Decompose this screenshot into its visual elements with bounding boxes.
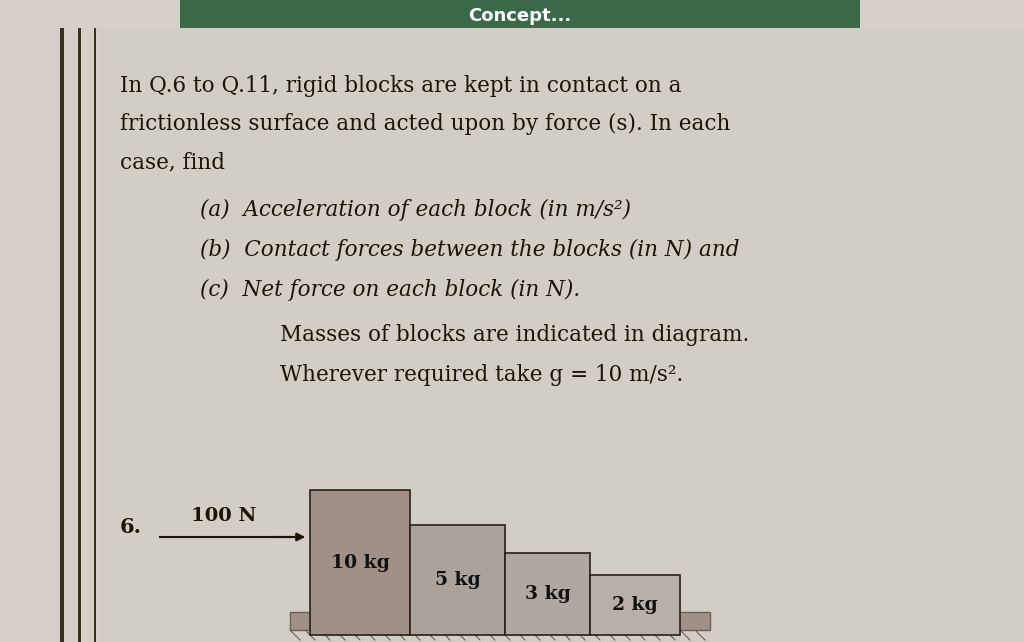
Bar xyxy=(505,553,590,635)
Text: 3 kg: 3 kg xyxy=(524,585,570,603)
Bar xyxy=(60,28,63,642)
Text: (c)  Net force on each block (in N).: (c) Net force on each block (in N). xyxy=(200,279,581,301)
Bar xyxy=(180,0,860,28)
Bar xyxy=(310,490,410,635)
Text: 5 kg: 5 kg xyxy=(434,571,480,589)
Text: Wherever required take g = 10 m/s².: Wherever required take g = 10 m/s². xyxy=(280,364,683,386)
Text: 6.: 6. xyxy=(120,517,142,537)
Bar xyxy=(290,612,710,630)
Text: Concept...: Concept... xyxy=(468,7,571,25)
Bar xyxy=(410,525,505,635)
Text: 100 N: 100 N xyxy=(191,507,257,525)
Text: (b)  Contact forces between the blocks (in N) and: (b) Contact forces between the blocks (i… xyxy=(200,239,739,261)
Text: frictionless surface and acted upon by force (s). In each: frictionless surface and acted upon by f… xyxy=(120,113,730,135)
Bar xyxy=(590,575,680,635)
Text: 10 kg: 10 kg xyxy=(331,553,389,571)
Text: 2 kg: 2 kg xyxy=(612,596,657,614)
Bar xyxy=(94,28,96,642)
Text: In Q.6 to Q.11, rigid blocks are kept in contact on a: In Q.6 to Q.11, rigid blocks are kept in… xyxy=(120,75,682,97)
Text: (a)  Acceleration of each block (in m/s²): (a) Acceleration of each block (in m/s²) xyxy=(200,199,631,221)
Text: case, find: case, find xyxy=(120,151,225,173)
Bar xyxy=(78,28,81,642)
Text: Masses of blocks are indicated in diagram.: Masses of blocks are indicated in diagra… xyxy=(280,324,750,346)
